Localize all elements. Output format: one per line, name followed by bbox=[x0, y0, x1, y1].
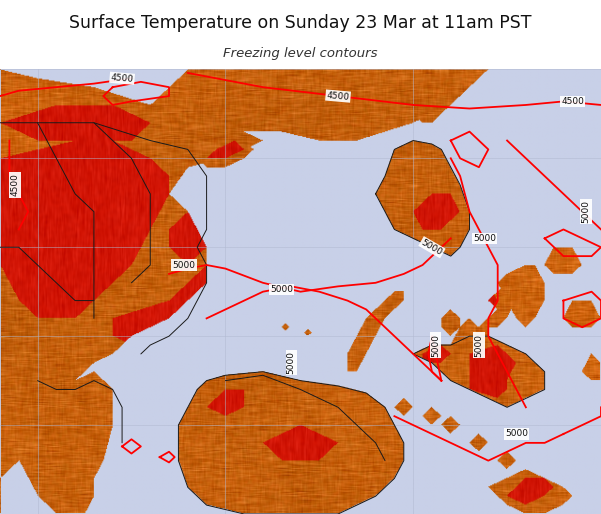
Text: 5000: 5000 bbox=[505, 430, 528, 438]
Text: 4500: 4500 bbox=[111, 73, 134, 84]
Text: 5000: 5000 bbox=[270, 285, 293, 295]
Text: 5000: 5000 bbox=[582, 200, 590, 223]
Text: Freezing level contours: Freezing level contours bbox=[223, 47, 378, 61]
Text: 5000: 5000 bbox=[473, 234, 496, 243]
Text: 5000: 5000 bbox=[432, 334, 440, 357]
Text: 4500: 4500 bbox=[561, 97, 584, 106]
Text: Surface Temperature on Sunday 23 Mar at 11am PST: Surface Temperature on Sunday 23 Mar at … bbox=[69, 14, 532, 32]
Text: 5000: 5000 bbox=[474, 334, 483, 357]
Text: 4500: 4500 bbox=[11, 174, 19, 196]
Text: 5000: 5000 bbox=[287, 352, 296, 374]
Text: 5000: 5000 bbox=[172, 261, 195, 269]
Text: 4500: 4500 bbox=[326, 90, 350, 102]
Text: 5000: 5000 bbox=[419, 237, 444, 257]
